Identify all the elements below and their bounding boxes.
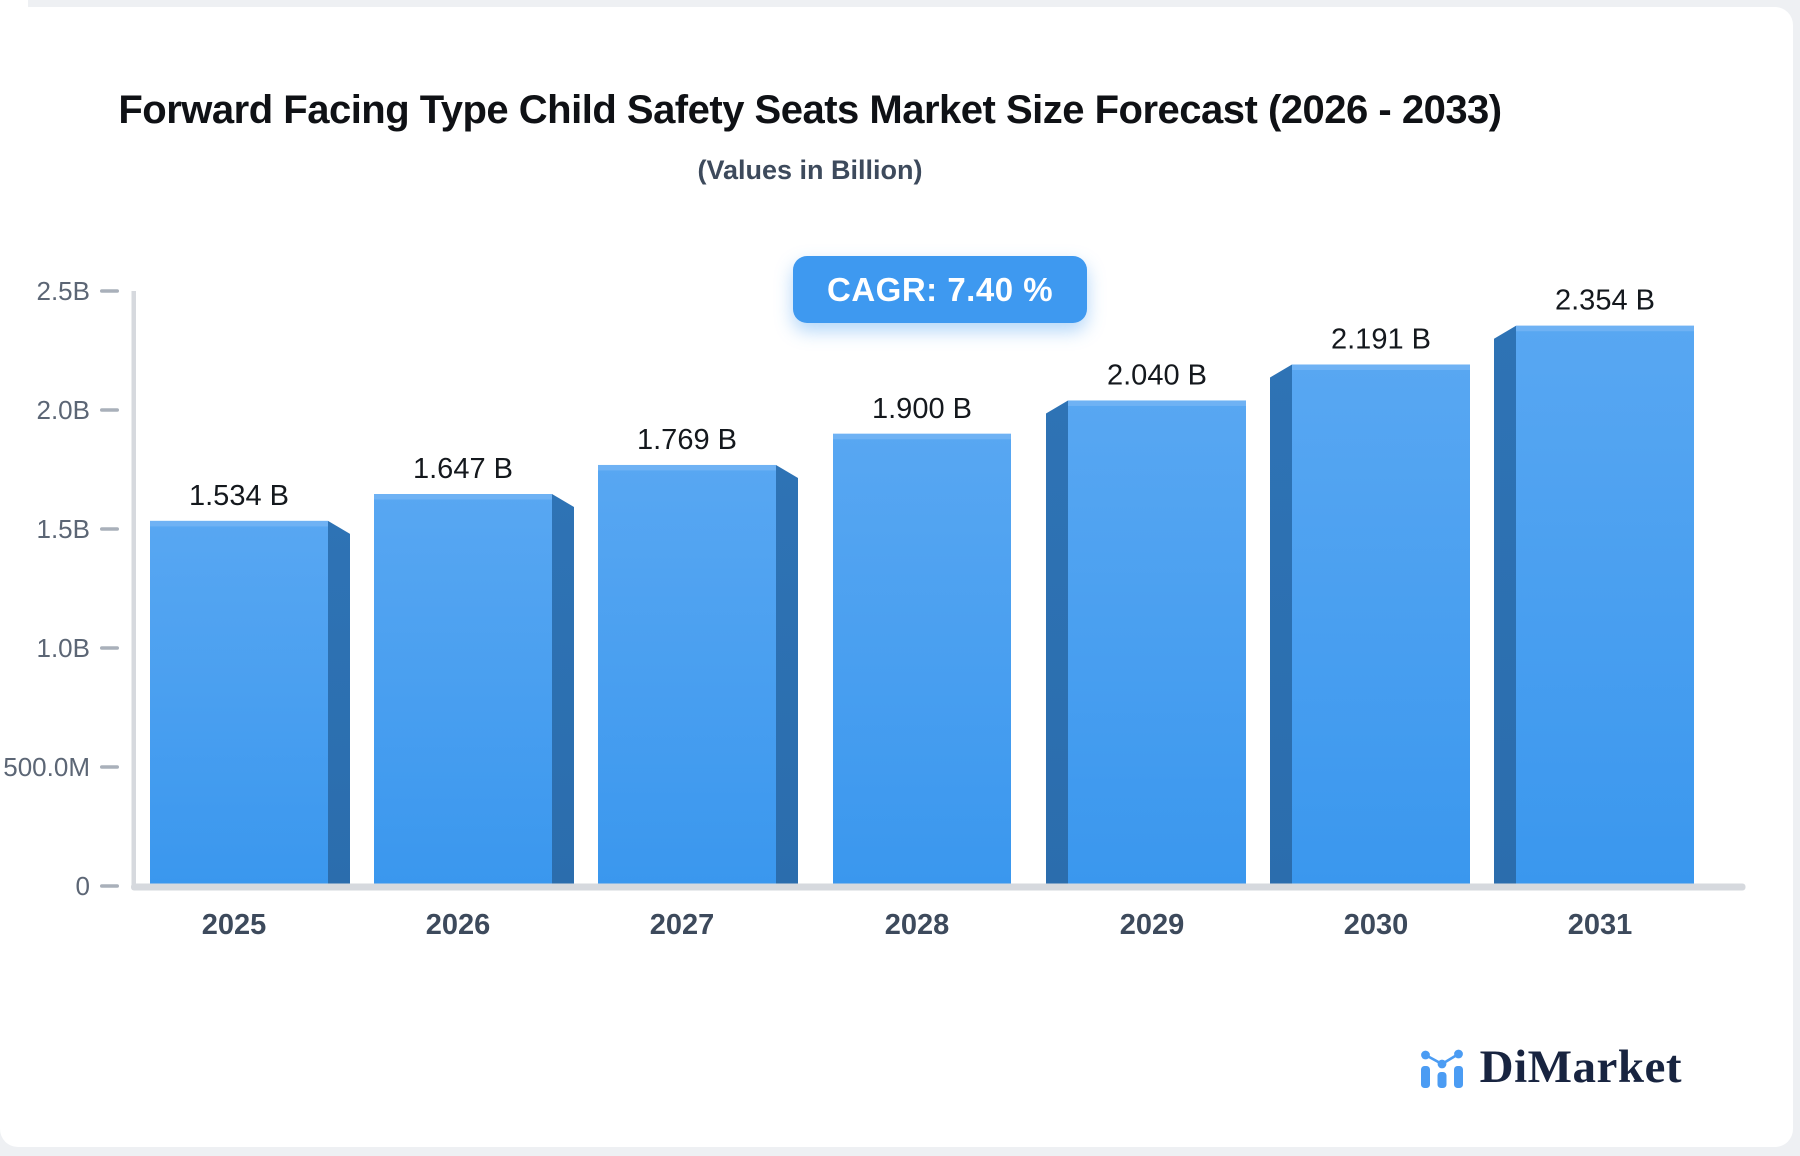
x-axis-label: 2025	[202, 909, 267, 941]
bar-side-face	[328, 520, 350, 886]
y-tick-label: 2.5B	[37, 276, 91, 306]
dimarket-brand-text: DiMarket	[1479, 1041, 1682, 1093]
cagr-badge: CAGR: 7.40 %	[793, 256, 1088, 323]
y-tick-label: 2.0B	[37, 395, 91, 425]
bar-top-highlight	[374, 494, 552, 500]
y-tick-label: 1.0B	[37, 633, 91, 663]
bar-group-2029: 2.040 B 2029	[1046, 359, 1246, 941]
bar-front-face	[598, 464, 776, 886]
bar-value-label: 2.040 B	[1107, 359, 1207, 391]
y-tick-dash	[100, 765, 119, 769]
bar-group-2025: 1.534 B 2025	[150, 480, 350, 941]
bar-value-label: 2.354 B	[1555, 285, 1655, 317]
bar-value-label: 1.900 B	[872, 393, 972, 425]
y-tick-label: 1.5B	[37, 514, 91, 544]
bar-side-face	[552, 494, 574, 886]
bar-side-face	[776, 464, 798, 886]
bar-group-2031: 2.354 B 2031	[1494, 285, 1694, 941]
bar-front-face	[374, 494, 552, 886]
bar-front-face	[1068, 400, 1246, 886]
bar-group-2027: 1.769 B 2027	[598, 424, 798, 941]
dimarket-logo: DiMarket	[1418, 1040, 1682, 1094]
bar-group-2026: 1.647 B 2026	[374, 453, 574, 941]
bar-front-face	[1516, 325, 1694, 886]
bar-top-highlight	[150, 520, 328, 527]
y-tick-dash	[100, 408, 119, 412]
y-tick-dash	[100, 884, 119, 888]
bar-front-face	[150, 520, 328, 886]
bar-front-face	[833, 433, 1011, 886]
y-tick-dash	[100, 646, 119, 650]
y-tick-dash	[100, 289, 119, 293]
bar-top-highlight	[1292, 364, 1470, 371]
x-axis-label: 2030	[1344, 909, 1409, 941]
y-tick-label: 0	[76, 871, 90, 901]
bar-value-label: 1.647 B	[413, 453, 513, 485]
x-axis-label: 2028	[885, 909, 950, 941]
bar-top-highlight	[1516, 325, 1694, 332]
y-tick-label: 500.0M	[3, 752, 90, 782]
chart-header: Forward Facing Type Child Safety Seats M…	[0, 88, 1620, 186]
chart-subtitle: (Values in Billion)	[697, 155, 923, 185]
bar-side-face	[1046, 400, 1068, 886]
x-axis-label: 2026	[426, 909, 491, 941]
x-axis-label: 2031	[1568, 909, 1633, 941]
y-tick-dash	[100, 527, 119, 531]
bar-value-label: 1.769 B	[637, 424, 737, 456]
y-axis-line	[131, 291, 136, 886]
bar-value-label: 2.191 B	[1331, 324, 1431, 356]
bar-group-2030: 2.191 B 2030	[1270, 324, 1470, 941]
bar-value-label: 1.534 B	[189, 480, 289, 512]
x-axis-label: 2029	[1120, 909, 1185, 941]
bar-top-highlight	[598, 464, 776, 471]
bar-chart-logo-icon	[1420, 1049, 1463, 1088]
bar-side-face	[1270, 364, 1292, 886]
corner-patch	[0, 0, 28, 8]
bar-side-face	[1494, 325, 1516, 886]
chart-title: Forward Facing Type Child Safety Seats M…	[118, 88, 1502, 132]
x-axis-label: 2027	[650, 909, 715, 941]
bar-top-highlight	[833, 433, 1011, 440]
x-axis-baseline	[131, 883, 1746, 891]
bar-top-highlight	[1068, 400, 1246, 406]
bar-group-2028: 1.900 B 2028	[833, 393, 1011, 941]
bar-front-face	[1292, 364, 1470, 886]
